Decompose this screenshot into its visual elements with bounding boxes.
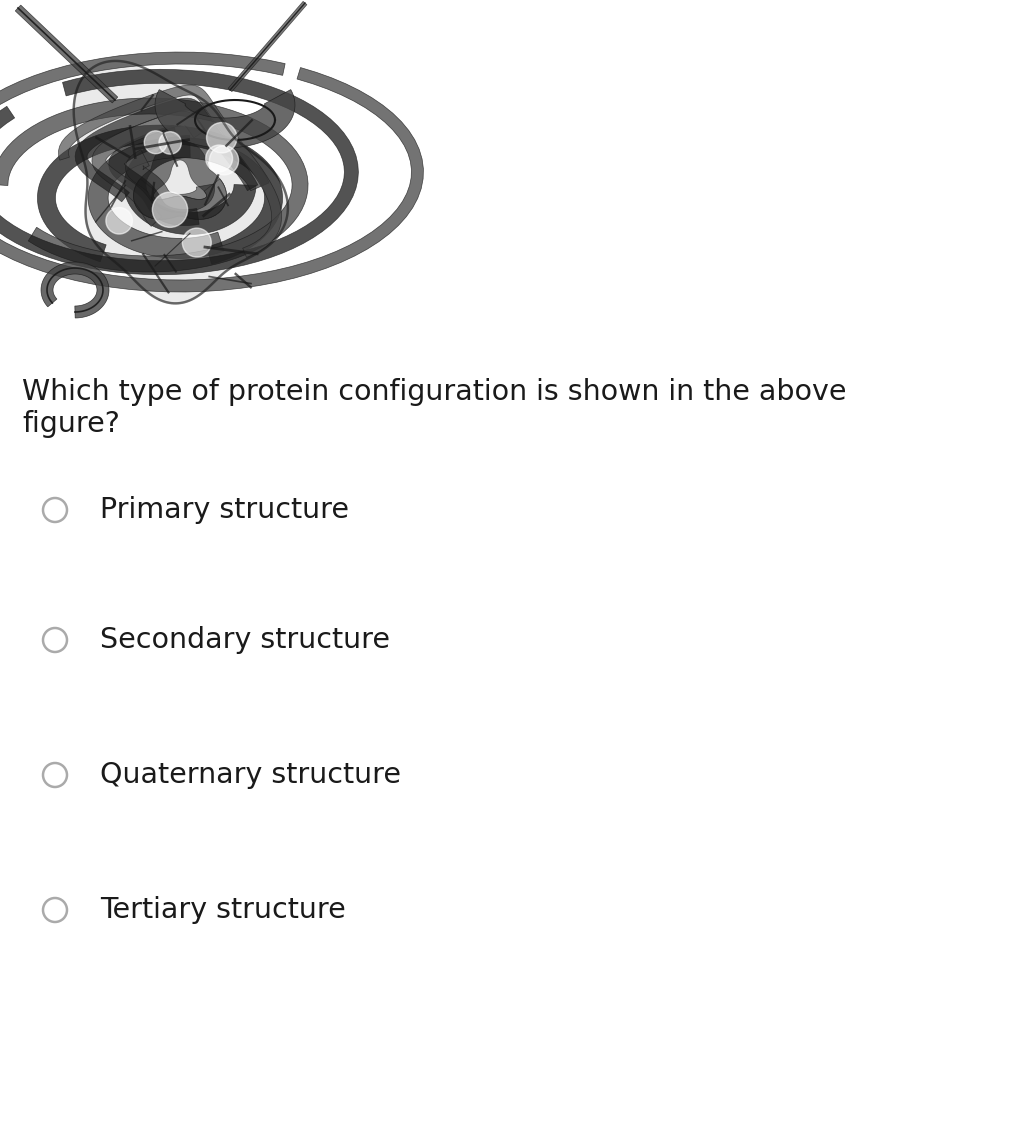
Text: Tertiary structure: Tertiary structure	[100, 896, 346, 924]
PathPatch shape	[38, 125, 283, 264]
PathPatch shape	[228, 1, 307, 92]
PathPatch shape	[124, 136, 256, 235]
Text: Quaternary structure: Quaternary structure	[100, 760, 401, 789]
Circle shape	[206, 145, 232, 172]
PathPatch shape	[133, 140, 226, 219]
Circle shape	[207, 122, 237, 153]
PathPatch shape	[126, 150, 214, 212]
Circle shape	[105, 208, 132, 234]
Text: Secondary structure: Secondary structure	[100, 626, 390, 654]
Circle shape	[159, 132, 181, 154]
PathPatch shape	[41, 262, 109, 318]
Polygon shape	[74, 61, 288, 303]
Circle shape	[144, 131, 167, 154]
PathPatch shape	[109, 125, 199, 226]
PathPatch shape	[0, 52, 423, 292]
PathPatch shape	[0, 98, 308, 272]
Circle shape	[182, 228, 211, 257]
Text: Primary structure: Primary structure	[100, 496, 349, 524]
PathPatch shape	[155, 89, 295, 148]
PathPatch shape	[88, 138, 269, 259]
PathPatch shape	[75, 98, 258, 202]
Text: Which type of protein configuration is shown in the above: Which type of protein configuration is s…	[22, 379, 847, 406]
PathPatch shape	[92, 112, 206, 226]
PathPatch shape	[0, 69, 358, 275]
Text: figure?: figure?	[22, 410, 120, 438]
Circle shape	[210, 146, 239, 175]
PathPatch shape	[58, 85, 282, 258]
PathPatch shape	[15, 6, 118, 103]
Circle shape	[153, 192, 187, 227]
